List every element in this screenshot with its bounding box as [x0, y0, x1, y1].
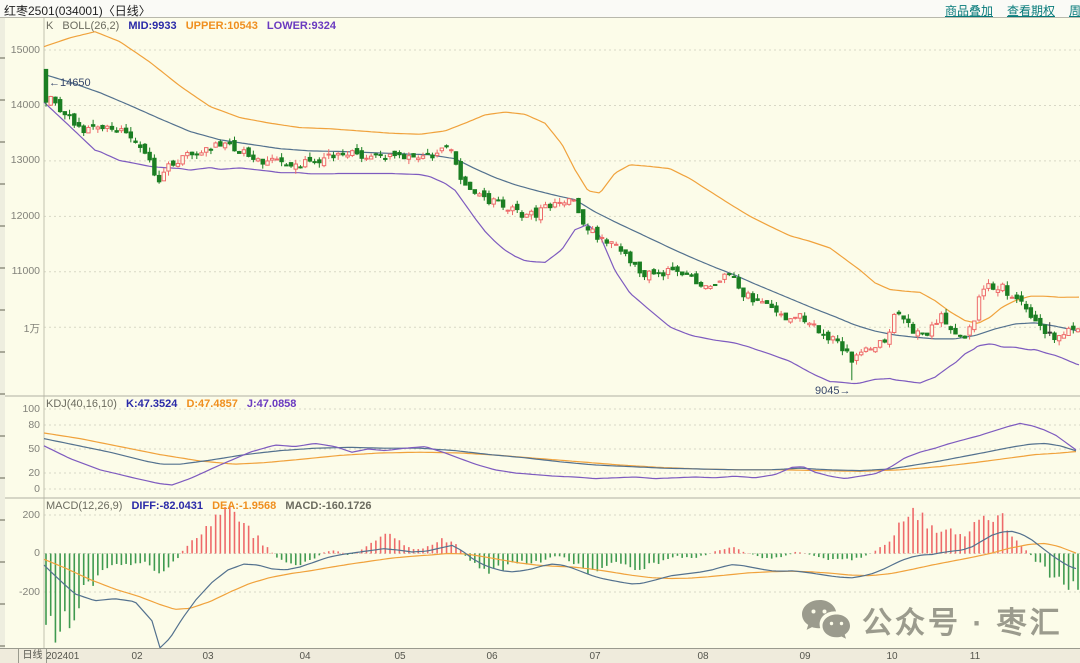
axis-tick-label: 50 [28, 442, 40, 455]
contract-title: 红枣2501(034001)〈日线〉 [4, 4, 151, 18]
bottombar-empty-cell [0, 649, 19, 663]
axis-tick-label: 80 [28, 418, 40, 431]
wechat-icon [802, 600, 850, 639]
month-label: 09 [799, 651, 811, 662]
boll-params-label: BOLL(26,2) [62, 20, 120, 32]
kdj-indicator-header: KDJ(40,16,10) K:47.3524 D:47.4857 J:47.0… [46, 398, 302, 410]
axis-tick-label: 1万 [23, 322, 40, 335]
watermark: 公众号 · 枣汇 [800, 598, 1063, 642]
month-label: 06 [486, 651, 498, 662]
kdj-d-value: D:47.4857 [186, 398, 238, 410]
macd-macd-value: MACD:-160.1726 [285, 500, 372, 512]
titlebar-link[interactable]: 商品叠加 [944, 4, 993, 18]
price-annotation: 9045→ [815, 385, 851, 397]
month-label: 10 [886, 651, 898, 662]
left-edge-strip [0, 17, 5, 648]
watermark-text: 公众号 · 枣汇 [862, 607, 1063, 640]
axis-tick-label: 20 [28, 466, 40, 479]
macd-params-label: MACD(12,26,9) [46, 500, 123, 512]
month-label: 02 [131, 651, 143, 662]
boll-mid-value: MID:9933 [128, 20, 177, 32]
kdj-j-value: J:47.0858 [246, 398, 297, 410]
boll-lower-value: LOWER:9324 [266, 20, 336, 32]
macd-diff-value: DIFF:-82.0431 [131, 500, 204, 512]
axis-tick-label: 15000 [10, 43, 40, 56]
month-label: 05 [394, 651, 406, 662]
axis-tick-label: 14000 [10, 98, 40, 111]
titlebar-links: 商品叠加查看期权周期 [931, 2, 1080, 19]
axis-tick-label: 0 [34, 482, 40, 495]
macd-indicator-header: MACD(12,26,9) DIFF:-82.0431 DEA:-1.9568 … [46, 500, 378, 512]
kdj-params-label: KDJ(40,16,10) [46, 398, 117, 410]
axis-tick-label: 200 [22, 508, 40, 521]
price-annotation: ←14650 [49, 77, 91, 89]
k-label: K [46, 20, 54, 32]
axis-tick-label: -200 [18, 585, 40, 598]
month-label: 11 [969, 651, 981, 662]
candlestick-chart[interactable] [0, 17, 1080, 648]
titlebar-link[interactable]: 查看期权 [1006, 4, 1055, 18]
axis-tick-label: 11000 [11, 265, 40, 278]
time-axis-bar: 日线 202401 02 03 04 05 06 07 08 09 10 11 [0, 648, 1080, 663]
axis-tick-label: 13000 [10, 154, 40, 167]
title-bar: 红枣2501(034001)〈日线〉 商品叠加查看期权周期 [0, 0, 1080, 18]
month-label: 03 [202, 651, 214, 662]
axis-tick-label: 0 [34, 547, 40, 559]
month-label: 07 [589, 651, 601, 662]
chart-region: K BOLL(26,2) MID:9933 UPPER:10543 LOWER:… [0, 17, 1080, 648]
month-label: 202401 [46, 651, 80, 662]
month-label: 04 [299, 651, 311, 662]
axis-tick-label: 12000 [10, 209, 40, 222]
month-label: 08 [697, 651, 709, 662]
boll-indicator-header: K BOLL(26,2) MID:9933 UPPER:10543 LOWER:… [46, 20, 342, 32]
kdj-k-value: K:47.3524 [126, 398, 178, 410]
titlebar-link[interactable]: 周期 [1068, 4, 1080, 18]
boll-upper-value: UPPER:10543 [185, 20, 258, 32]
axis-tick-label: 100 [22, 402, 40, 415]
macd-dea-value: DEA:-1.9568 [212, 500, 277, 512]
period-selector[interactable]: 日线 [19, 649, 47, 663]
